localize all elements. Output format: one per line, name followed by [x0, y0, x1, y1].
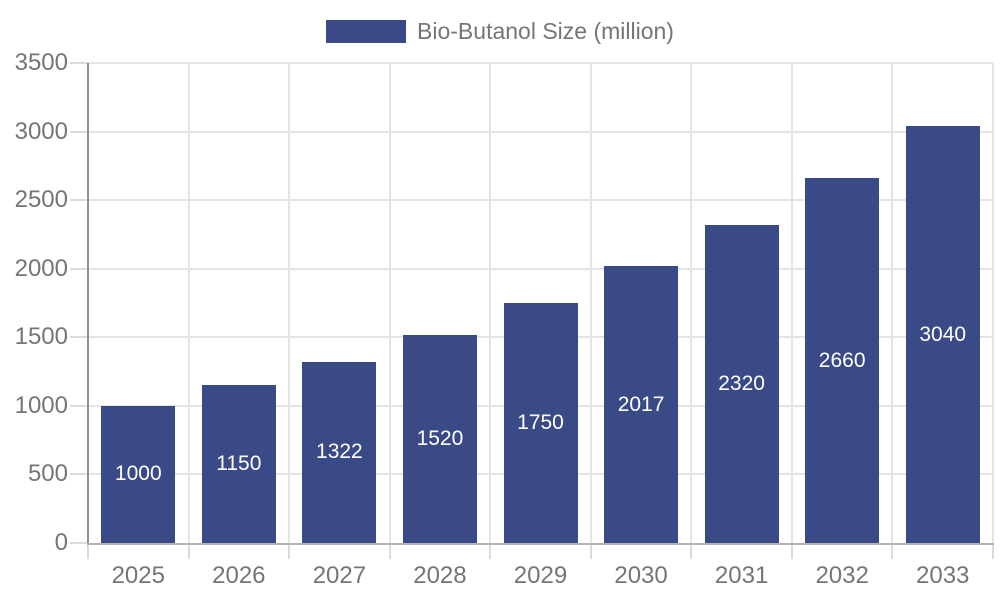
x-axis-tick: [992, 545, 994, 559]
x-axis-tick: [790, 545, 793, 559]
x-axis-tick: [187, 545, 190, 559]
y-axis-tick: [70, 267, 88, 270]
bar-2032[interactable]: [805, 178, 880, 543]
v-gridline: [388, 63, 391, 543]
v-gridline: [992, 63, 994, 543]
bar-2031[interactable]: [704, 224, 779, 543]
y-axis-tick: [70, 473, 88, 476]
x-axis-tick-label: 2031: [714, 562, 769, 589]
y-axis-tick-label: 1000: [14, 391, 68, 419]
v-gridline: [790, 63, 793, 543]
y-axis-tick: [70, 199, 88, 202]
h-gridline: [88, 130, 993, 133]
y-axis-tick-label: 3000: [14, 117, 68, 145]
x-axis-tick: [489, 545, 492, 559]
bar-2027[interactable]: [302, 361, 377, 543]
bar-value-label: 3040: [919, 322, 967, 346]
h-gridline: [88, 267, 993, 270]
bar-value-label: 1750: [517, 411, 564, 434]
x-axis-tick-label: 2027: [312, 562, 367, 589]
y-axis-tick-label: 0: [54, 529, 68, 556]
v-gridline: [891, 63, 894, 543]
bar-value-label: 1322: [316, 440, 363, 464]
x-axis-line: [87, 543, 994, 545]
y-axis-tick-label: 2500: [14, 186, 68, 214]
bar-2026[interactable]: [201, 385, 276, 543]
bar-2028[interactable]: [402, 334, 477, 543]
x-axis-tick: [388, 545, 391, 559]
bar-value-label: 1520: [416, 426, 464, 450]
v-gridline: [589, 63, 592, 543]
bar-value-label: 1150: [216, 452, 262, 476]
x-axis-tick: [87, 545, 89, 559]
x-axis-tick: [690, 545, 693, 559]
bar-2025[interactable]: [101, 405, 176, 543]
x-axis-tick-label: 2032: [815, 562, 869, 589]
legend-label: Bio-Butanol Size (million): [417, 17, 674, 44]
x-axis-tick: [891, 545, 894, 559]
y-axis-tick: [70, 336, 88, 339]
x-axis-tick-label: 2030: [614, 562, 668, 589]
y-axis-tick: [70, 542, 88, 544]
y-axis-line: [87, 63, 89, 545]
v-gridline: [690, 63, 693, 543]
legend-swatch: [326, 19, 407, 43]
bar-2030[interactable]: [604, 266, 679, 543]
y-axis-tick-label: 500: [27, 460, 68, 488]
y-axis-tick-label: 3500: [14, 49, 68, 76]
h-gridline: [88, 62, 993, 64]
v-gridline: [288, 63, 291, 543]
h-gridline: [88, 199, 993, 202]
v-gridline: [489, 63, 492, 543]
x-axis-tick-label: 2025: [111, 562, 165, 589]
y-axis-tick-label: 2000: [14, 254, 68, 282]
bar-value-label: 2017: [617, 392, 665, 416]
y-axis-tick: [70, 62, 88, 64]
bar-2029[interactable]: [503, 303, 578, 543]
v-gridline: [187, 63, 190, 543]
y-axis-tick: [70, 130, 88, 133]
bar-2033[interactable]: [905, 126, 980, 543]
y-axis-tick: [70, 404, 88, 407]
x-axis-tick: [589, 545, 592, 559]
x-axis-tick-label: 2033: [916, 562, 970, 589]
x-axis-tick-label: 2026: [212, 562, 266, 589]
y-axis-tick-label: 1500: [14, 323, 68, 351]
legend[interactable]: Bio-Butanol Size (million): [326, 17, 674, 45]
x-axis-tick: [288, 545, 291, 559]
bar-value-label: 1000: [114, 462, 162, 486]
x-axis-tick-label: 2028: [413, 562, 467, 589]
x-axis-tick-label: 2029: [513, 562, 568, 589]
bar-value-label: 2660: [818, 348, 866, 372]
bar-value-label: 2320: [718, 371, 765, 395]
